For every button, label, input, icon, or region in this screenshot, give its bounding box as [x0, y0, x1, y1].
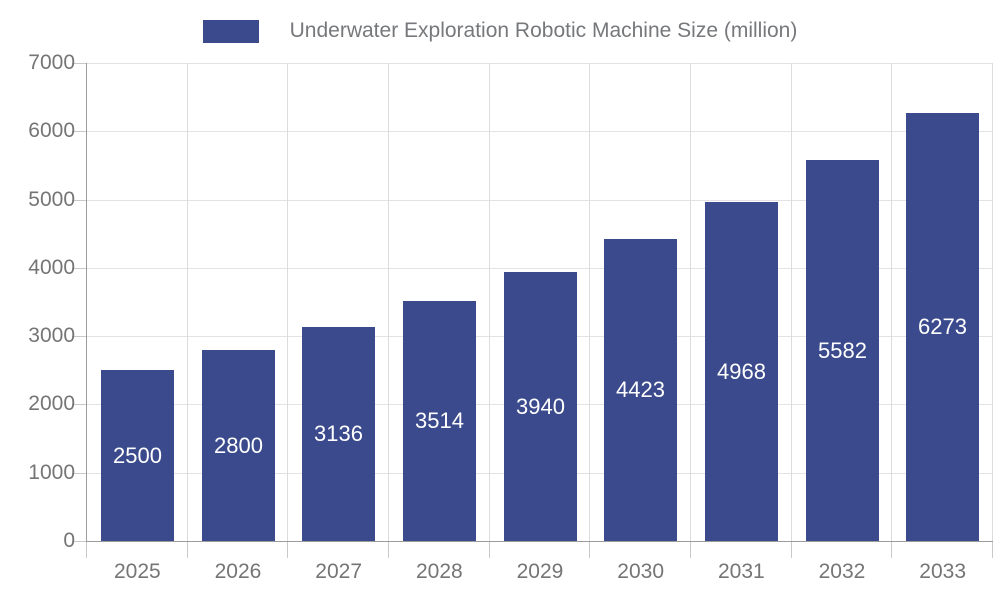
gridline-vertical — [388, 63, 389, 541]
y-axis-tick — [72, 199, 86, 201]
bar-2026[interactable]: 2800 — [202, 350, 275, 541]
gridline-vertical — [488, 63, 490, 541]
y-axis-tick — [72, 267, 86, 269]
bar-value-label: 3940 — [516, 393, 565, 419]
x-axis-tick — [891, 542, 893, 558]
gridline-horizontal — [87, 199, 993, 201]
gridline-vertical — [992, 63, 993, 541]
bar-2027[interactable]: 3136 — [302, 327, 375, 541]
bar-value-label: 6273 — [918, 314, 967, 339]
x-tick-label: 2025 — [113, 560, 161, 583]
x-axis-tick — [287, 542, 289, 558]
x-axis-tick — [589, 542, 591, 558]
y-axis-tick — [72, 63, 86, 64]
y-axis-line — [86, 63, 87, 557]
y-axis-tick — [72, 404, 86, 406]
gridline-horizontal — [87, 267, 993, 269]
plot-area: 2500 2800 3136 3514 3940 4423 4968 5582 6273 — [72, 63, 993, 558]
bar-2030[interactable]: 4423 — [604, 239, 677, 541]
bar-2025[interactable]: 2500 — [101, 370, 174, 541]
y-tick-label: 4000 — [28, 255, 75, 279]
x-axis-tick — [86, 542, 87, 558]
x-tick-label: 2030 — [617, 560, 665, 583]
gridline-horizontal — [87, 131, 993, 133]
bar-value-label: 4968 — [717, 358, 766, 384]
gridline-vertical — [790, 63, 792, 541]
gridline-vertical — [589, 63, 591, 541]
bar-value-label: 4423 — [616, 377, 665, 402]
y-axis-tick — [72, 472, 86, 474]
x-tick-label: 2028 — [415, 560, 463, 583]
x-tick-label: 2031 — [717, 560, 765, 583]
bar-2029[interactable]: 3940 — [504, 272, 577, 541]
bar-value-label: 2500 — [113, 442, 162, 468]
bar-value-label: 3514 — [415, 408, 464, 433]
bar-2032[interactable]: 5582 — [806, 160, 879, 541]
x-axis-line — [86, 541, 993, 542]
y-tick-label: 6000 — [28, 119, 75, 143]
bar-value-label: 5582 — [818, 337, 867, 363]
y-tick-label: 2000 — [28, 392, 75, 416]
x-axis-tick — [790, 542, 792, 558]
gridline-vertical — [891, 63, 893, 541]
x-tick-label: 2033 — [919, 560, 967, 583]
y-axis-tick — [72, 541, 86, 542]
y-axis-tick — [72, 336, 86, 338]
bar-value-label: 3136 — [314, 421, 363, 446]
y-tick-label: 7000 — [28, 51, 75, 74]
bar-2028[interactable]: 3514 — [403, 301, 476, 541]
legend[interactable]: Underwater Exploration Robotic Machine S… — [0, 17, 1000, 45]
x-axis-tick — [690, 542, 691, 558]
bar-2031[interactable]: 4968 — [705, 202, 778, 541]
x-axis-tick — [488, 542, 490, 558]
gridline-horizontal — [87, 63, 993, 64]
bar-value-label: 2800 — [214, 432, 263, 458]
x-tick-label: 2032 — [818, 560, 866, 583]
y-tick-label: 0 — [63, 529, 75, 552]
gridline-vertical — [690, 63, 691, 541]
y-tick-label: 3000 — [28, 324, 75, 348]
legend-label: Underwater Exploration Robotic Machine S… — [289, 19, 798, 42]
y-tick-label: 5000 — [28, 187, 75, 211]
x-axis-tick — [992, 542, 993, 558]
gridline-vertical — [186, 63, 188, 541]
bar-2033[interactable]: 6273 — [906, 113, 979, 541]
legend-swatch-icon — [202, 19, 259, 43]
x-axis-tick — [388, 542, 389, 558]
x-axis-tick — [186, 542, 188, 558]
y-axis-tick — [72, 131, 86, 133]
x-tick-label: 2029 — [516, 560, 564, 583]
gridline-vertical — [287, 63, 289, 541]
x-tick-label: 2027 — [315, 560, 363, 583]
x-tick-label: 2026 — [214, 560, 262, 583]
y-tick-label: 1000 — [28, 460, 75, 484]
